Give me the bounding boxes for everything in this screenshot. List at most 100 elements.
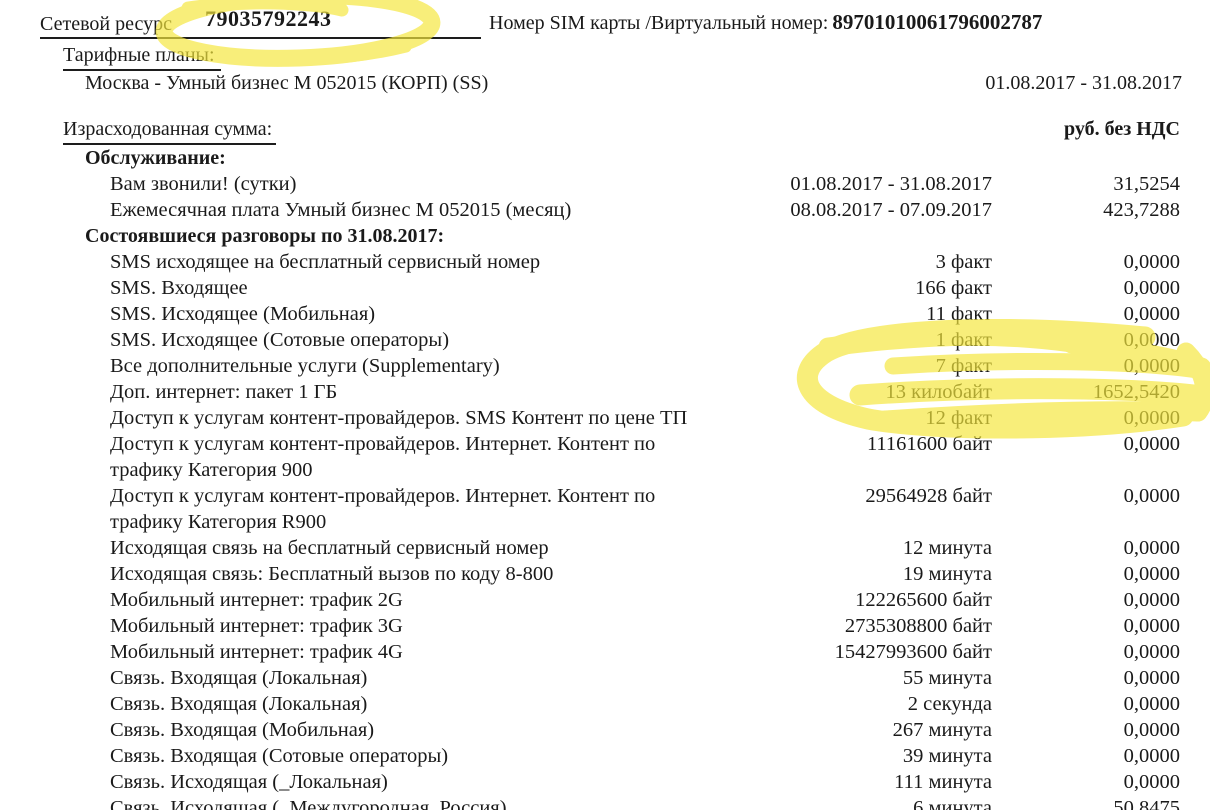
charge-quantity: 3 факт bbox=[935, 251, 992, 273]
charge-row: Мобильный интернет: трафик 2G 122265600 б… bbox=[110, 587, 1180, 613]
charge-quantity: 166 факт bbox=[915, 277, 992, 299]
charge-description: Вам звонили! (сутки) bbox=[110, 173, 297, 195]
charge-row: SMS. Исходящее (Сотовые операторы) 1 факт… bbox=[110, 327, 1180, 353]
charge-amount: 0,0000 bbox=[1123, 251, 1180, 273]
charge-description: Связь. Входящая (Локальная) bbox=[110, 693, 368, 715]
currency-note: руб. без НДС bbox=[1063, 118, 1180, 140]
charge-quantity: 2 секунда bbox=[907, 693, 992, 715]
charge-row: SMS. Входящее 166 факт 0,0000 bbox=[110, 275, 1180, 301]
sim-number-label: Номер SIM карты /Виртуальный номер: bbox=[489, 12, 829, 34]
charge-quantity: 267 минута bbox=[892, 719, 992, 741]
charge-row: Вам звонили! (сутки) 01.08.2017 - 31.08.2… bbox=[110, 171, 1180, 197]
charge-description: Мобильный интернет: трафик 4G bbox=[110, 641, 403, 663]
charge-description: Связь. Входящая (Локальная) bbox=[110, 667, 368, 689]
sim-number-value: 89701010061796002787 bbox=[832, 10, 1043, 34]
charge-description: Исходящая связь на бесплатный сервисный … bbox=[110, 537, 549, 559]
charge-description: Мобильный интернет: трафик 3G bbox=[110, 615, 403, 637]
charge-description: Мобильный интернет: трафик 2G bbox=[110, 589, 403, 611]
charge-quantity: 7 факт bbox=[935, 355, 992, 377]
charge-amount: 0,0000 bbox=[1123, 485, 1180, 507]
charge-amount: 0,0000 bbox=[1123, 537, 1180, 559]
charge-row: Мобильный интернет: трафик 4G 15427993600… bbox=[110, 639, 1180, 665]
charge-description: Доп. интернет: пакет 1 ГБ bbox=[110, 381, 338, 403]
network-resource-value: 79035792243 bbox=[205, 6, 332, 31]
charge-amount: 0,0000 bbox=[1123, 745, 1180, 767]
charge-row: Исходящая связь на бесплатный сервисный … bbox=[110, 535, 1180, 561]
charge-description: Все дополнительные услуги (Supplementary… bbox=[110, 355, 500, 377]
service-rows: Вам звонили! (сутки) 01.08.2017 - 31.08.2… bbox=[110, 171, 1180, 223]
charge-period: 08.08.2017 - 07.09.2017 bbox=[790, 199, 992, 221]
charge-amount: 0,0000 bbox=[1123, 615, 1180, 637]
calls-section-title: Состоявшиеся разговоры по 31.08.2017: bbox=[85, 225, 445, 247]
charge-amount: 0,0000 bbox=[1123, 693, 1180, 715]
charge-row: Ежемесячная плата Умный бизнес М 052015 … bbox=[110, 197, 1180, 223]
spent-sum-title: Израсходованная сумма: bbox=[63, 116, 277, 145]
charge-quantity: 1 факт bbox=[935, 329, 992, 351]
charge-amount: 0,0000 bbox=[1123, 407, 1180, 429]
charge-row: Мобильный интернет: трафик 3G 2735308800 … bbox=[110, 613, 1180, 639]
charge-description: Доступ к услугам контент-провайдеров. Ин… bbox=[110, 485, 656, 533]
charge-row: Связь. Входящая (Мобильная) 267 минута 0,0… bbox=[110, 717, 1180, 743]
sim-number-line: Номер SIM карты /Виртуальный номер: 8970… bbox=[489, 9, 1042, 36]
calls-rows: SMS исходящее на бесплатный сервисный но… bbox=[110, 249, 1180, 810]
charge-quantity: 122265600 байт bbox=[855, 589, 992, 611]
header-underline bbox=[40, 37, 481, 39]
charge-description: SMS. Входящее bbox=[110, 277, 248, 299]
charge-quantity: 11161600 байт bbox=[866, 433, 992, 455]
charge-amount: 0,0000 bbox=[1123, 641, 1180, 663]
charge-quantity: 29564928 байт bbox=[865, 485, 992, 507]
charge-amount: 0,0000 bbox=[1123, 719, 1180, 741]
charge-row: Исходящая связь: Бесплатный вызов по код… bbox=[110, 561, 1180, 587]
charge-description: Доступ к услугам контент-провайдеров. SM… bbox=[110, 407, 688, 429]
service-section-title: Обслуживание: bbox=[85, 147, 226, 169]
charge-amount: 0,0000 bbox=[1123, 771, 1180, 793]
charge-row: SMS. Исходящее (Мобильная) 11 факт 0,0000 bbox=[110, 301, 1180, 327]
charge-quantity: 19 минута bbox=[902, 563, 992, 585]
charge-quantity: 15427993600 байт bbox=[834, 641, 992, 663]
charge-description: SMS. Исходящее (Мобильная) bbox=[110, 303, 376, 325]
charge-amount: 0,0000 bbox=[1123, 589, 1180, 611]
charge-amount: 0,0000 bbox=[1123, 277, 1180, 299]
charge-row: Связь. Исходящая (_Междугородная, Россия… bbox=[110, 795, 1180, 810]
charge-quantity: 12 факт bbox=[925, 407, 992, 429]
charge-amount: 0,0000 bbox=[1123, 355, 1180, 377]
charge-quantity: 11 факт bbox=[926, 303, 992, 325]
charge-quantity: 111 минута bbox=[894, 771, 992, 793]
charge-row: Доступ к услугам контент-провайдеров. Ин… bbox=[110, 431, 1180, 483]
charge-row: Связь. Входящая (Локальная) 55 минута 0,00… bbox=[110, 665, 1180, 691]
tariff-plans-label: Тарифные планы: bbox=[63, 42, 221, 71]
charge-row: Доп. интернет: пакет 1 ГБ 13 килобайт 1652… bbox=[110, 379, 1180, 405]
charge-row: Связь. Входящая (Локальная) 2 секунда 0,00… bbox=[110, 691, 1180, 717]
charge-description: Доступ к услугам контент-провайдеров. Ин… bbox=[110, 433, 656, 481]
tariff-plan-period: 01.08.2017 - 31.08.2017 bbox=[985, 72, 1182, 94]
charge-quantity: 55 минута bbox=[902, 667, 992, 689]
charge-amount: 0,0000 bbox=[1123, 667, 1180, 689]
charge-quantity: 6 минута bbox=[913, 797, 992, 810]
charge-row: Все дополнительные услуги (Supplementary… bbox=[110, 353, 1180, 379]
charge-row: Доступ к услугам контент-провайдеров. Ин… bbox=[110, 483, 1180, 535]
charge-amount: 1652,5420 bbox=[1092, 381, 1180, 403]
charge-description: Связь. Исходящая (_Междугородная, Россия… bbox=[110, 797, 507, 810]
charge-amount: 0,0000 bbox=[1123, 563, 1180, 585]
charge-amount: 0,0000 bbox=[1123, 303, 1180, 325]
charge-description: Ежемесячная плата Умный бизнес М 052015 … bbox=[110, 199, 572, 221]
charge-description: SMS. Исходящее (Сотовые операторы) bbox=[110, 329, 450, 351]
charge-row: SMS исходящее на бесплатный сервисный но… bbox=[110, 249, 1180, 275]
charge-description: Исходящая связь: Бесплатный вызов по код… bbox=[110, 563, 554, 585]
network-resource-label: Сетевой ресурс bbox=[40, 13, 172, 35]
charge-amount: 0,0000 bbox=[1123, 329, 1180, 351]
charge-quantity: 13 килобайт bbox=[885, 381, 993, 403]
charge-description: Связь. Входящая (Сотовые операторы) bbox=[110, 745, 449, 767]
charge-description: Связь. Исходящая (_Локальная) bbox=[110, 771, 388, 793]
charge-row: Связь. Исходящая (_Локальная) 111 минута 0… bbox=[110, 769, 1180, 795]
charge-amount: 423,7288 bbox=[1103, 199, 1180, 221]
charge-quantity: 12 минута bbox=[902, 537, 992, 559]
tariff-plan-name: Москва - Умный бизнес М 052015 (КОРП) (S… bbox=[85, 72, 489, 94]
charge-row: Доступ к услугам контент-провайдеров. SM… bbox=[110, 405, 1180, 431]
charge-row: Связь. Входящая (Сотовые операторы) 39 ми… bbox=[110, 743, 1180, 769]
charge-amount: 0,0000 bbox=[1123, 433, 1180, 455]
charge-amount: 50,8475 bbox=[1113, 797, 1180, 810]
charge-quantity: 2735308800 байт bbox=[844, 615, 992, 637]
charge-period: 01.08.2017 - 31.08.2017 bbox=[790, 173, 992, 195]
charge-description: SMS исходящее на бесплатный сервисный но… bbox=[110, 251, 541, 273]
